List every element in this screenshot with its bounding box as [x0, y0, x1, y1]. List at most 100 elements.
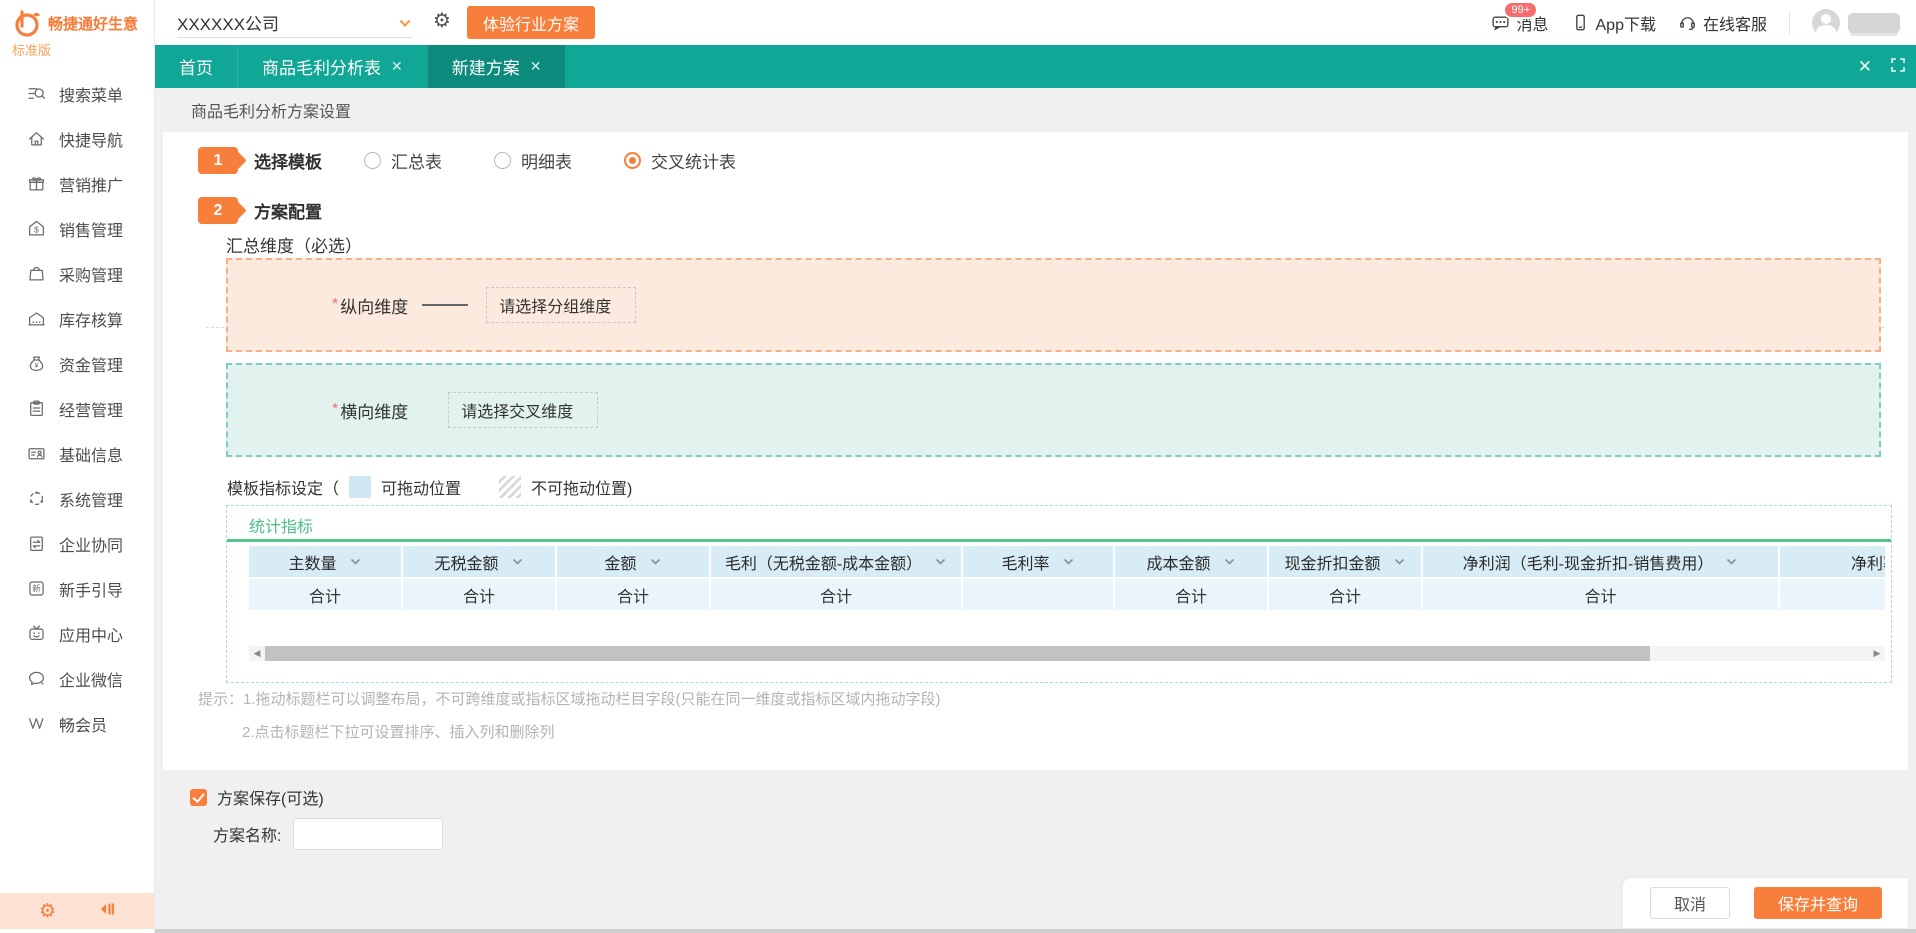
user-menu[interactable]	[1812, 8, 1900, 37]
headset-icon	[1680, 17, 1695, 31]
fixed-swatch	[499, 476, 522, 498]
column-header-amount[interactable]: 金额	[557, 546, 709, 577]
chevron-down-icon[interactable]	[1725, 555, 1738, 568]
legend-prefix: 模板指标设定（	[227, 481, 340, 498]
scroll-left-arrow[interactable]: ◀	[253, 648, 261, 658]
sidebar-item-member[interactable]: 畅会员	[0, 701, 154, 746]
avatar	[1812, 8, 1840, 37]
radio-label: 交叉统计表	[651, 153, 736, 172]
sidebar-item-label: 快捷导航	[59, 132, 124, 150]
column-header-net-margin[interactable]: 净利率	[1780, 546, 1885, 577]
warehouse-icon	[28, 312, 45, 326]
sidebar-item-quick-nav[interactable]: 快捷导航	[0, 116, 154, 161]
chevron-down-icon[interactable]	[349, 555, 362, 568]
sidebar-item-label: 新手引导	[59, 582, 124, 600]
gear-icon[interactable]: ⚙	[433, 10, 451, 32]
company-select[interactable]: XXXXXX公司	[177, 8, 412, 38]
plan-name-input[interactable]	[293, 818, 444, 850]
sidebar-item-sales[interactable]: $ 销售管理	[0, 206, 154, 251]
chevron-down-icon[interactable]	[1393, 555, 1406, 568]
hint-line1: 提示：1.拖动标题栏可以调整布局，不可跨维度或指标区域拖动栏目字段(只能在同一维…	[198, 683, 941, 716]
vertical-dimension-select[interactable]: 请选择分组维度	[486, 287, 637, 323]
column-label: 毛利（无税金额-成本金额）	[724, 555, 923, 573]
vertical-dimension-label: 纵向维度	[340, 297, 409, 317]
sidebar-item-label: 库存核算	[59, 312, 124, 330]
online-service-button[interactable]: 在线客服	[1678, 11, 1767, 35]
radio-icon	[494, 152, 511, 169]
fullscreen-icon[interactable]	[1890, 57, 1906, 76]
sidebar-item-app-center[interactable]: 应用中心	[0, 611, 154, 656]
column-header-gross-margin[interactable]: 毛利率	[963, 546, 1113, 577]
indicators-container: 统计指标 主数量 合计 无税金额 合计 金额 合计	[226, 505, 1892, 683]
hints: 提示：1.拖动标题栏可以调整布局，不可跨维度或指标区域拖动栏目字段(只能在同一维…	[198, 683, 941, 749]
column-header-gross-profit[interactable]: 毛利（无税金额-成本金额）	[711, 546, 961, 577]
sidebar-item-label: 企业微信	[59, 672, 124, 690]
collapse-sidebar-icon[interactable]	[98, 900, 116, 922]
scroll-right-arrow[interactable]: ▶	[1873, 648, 1881, 658]
step1-row: 1 选择模板 汇总表 明细表 交叉统计表	[198, 147, 736, 174]
sidebar-item-marketing[interactable]: 营销推广	[0, 161, 154, 206]
sidebar-item-funds[interactable]: ¥ 资金管理	[0, 341, 154, 386]
column-label: 主数量	[288, 555, 337, 573]
chevron-down-icon[interactable]	[649, 555, 662, 568]
wechat-icon	[29, 671, 44, 686]
sidebar-item-system[interactable]: 系统管理	[0, 476, 154, 521]
chevron-down-icon[interactable]	[934, 555, 947, 568]
column-total-cell: 合计	[403, 579, 555, 610]
close-icon[interactable]: ✕	[1857, 57, 1872, 76]
chevron-down-icon[interactable]	[511, 555, 524, 568]
indicator-legend: 模板指标设定（ 可拖动位置 不可拖动位置)	[227, 475, 632, 499]
sidebar-item-search-menu[interactable]: 搜索菜单	[0, 71, 154, 116]
brand-block: 畅捷通好生意 标准版	[0, 0, 154, 61]
column-total-cell	[963, 579, 1113, 610]
app-download-button[interactable]: App下载	[1571, 11, 1656, 35]
chevron-down-icon[interactable]	[1062, 555, 1075, 568]
scrollbar-thumb[interactable]	[265, 646, 1650, 661]
indicators-underline	[227, 539, 1891, 542]
tab-new-plan[interactable]: 新建方案 ✕	[426, 45, 566, 88]
column-total-cell: 合计	[249, 579, 401, 610]
column-header-cost-amount[interactable]: 成本金额	[1115, 546, 1267, 577]
horizontal-scrollbar[interactable]: ◀ ▶	[249, 646, 1885, 661]
settings-gear-icon[interactable]: ⚙	[38, 900, 57, 922]
radio-summary-table[interactable]: 汇总表	[364, 148, 442, 173]
search-icon	[28, 88, 46, 99]
horizontal-dimension-select[interactable]: 请选择交叉维度	[448, 392, 599, 428]
sidebar-item-purchase[interactable]: 采购管理	[0, 251, 154, 296]
chevron-down-icon[interactable]	[1223, 555, 1236, 568]
column-header-taxfree-amount[interactable]: 无税金额	[403, 546, 555, 577]
tab-home[interactable]: 首页	[155, 45, 237, 88]
column-header-net-profit[interactable]: 净利润（毛利-现金折扣-销售费用）	[1423, 546, 1778, 577]
user-name-redacted	[1848, 12, 1900, 33]
hint-text: 1.拖动标题栏可以调整布局，不可跨维度或指标区域拖动栏目字段(只能在同一维度或指…	[243, 691, 941, 708]
sidebar-item-collaboration[interactable]: 企业协同	[0, 521, 154, 566]
brand-logo-icon	[15, 10, 40, 37]
tab-gross-profit-report[interactable]: 商品毛利分析表 ✕	[237, 45, 427, 88]
cancel-button[interactable]: 取消	[1650, 887, 1730, 919]
indicator-column: 金额 合计	[557, 546, 709, 610]
column-header-cash-discount[interactable]: 现金折扣金额	[1269, 546, 1421, 577]
sidebar-item-operations[interactable]: 经营管理	[0, 386, 154, 431]
tabbar-actions: ✕	[1858, 45, 1906, 88]
tab-close-icon[interactable]: ✕	[529, 58, 542, 74]
dimension-section-title: 汇总维度（必选）	[226, 237, 362, 256]
tab-close-icon[interactable]: ✕	[391, 58, 403, 74]
sidebar-item-inventory[interactable]: 库存核算	[0, 296, 154, 341]
sidebar-item-wechat-work[interactable]: 企业微信	[0, 656, 154, 701]
legend-draggable-label: 可拖动位置	[381, 481, 462, 498]
sidebar-item-label: 经营管理	[59, 402, 124, 420]
trial-industry-button[interactable]: 体验行业方案	[467, 6, 596, 39]
save-and-query-button[interactable]: 保存并查询	[1754, 887, 1882, 919]
collab-icon	[30, 536, 43, 551]
radio-cross-stat-table[interactable]: 交叉统计表	[624, 148, 736, 173]
sidebar-item-beginner-guide[interactable]: 新 新手引导	[0, 566, 154, 611]
messages-button[interactable]: 消息 99+	[1491, 0, 1549, 35]
hint-line2: 2.点击标题栏下拉可设置排序、插入列和删除列	[242, 724, 555, 741]
breadcrumb: 商品毛利分析方案设置	[191, 104, 352, 121]
sidebar-item-basic-info[interactable]: 基础信息	[0, 431, 154, 476]
member-icon	[29, 718, 44, 729]
column-header-main-qty[interactable]: 主数量	[249, 546, 401, 577]
radio-detail-table[interactable]: 明细表	[494, 148, 572, 173]
radio-label: 汇总表	[391, 153, 442, 172]
plan-save-checkbox[interactable]	[190, 788, 207, 806]
